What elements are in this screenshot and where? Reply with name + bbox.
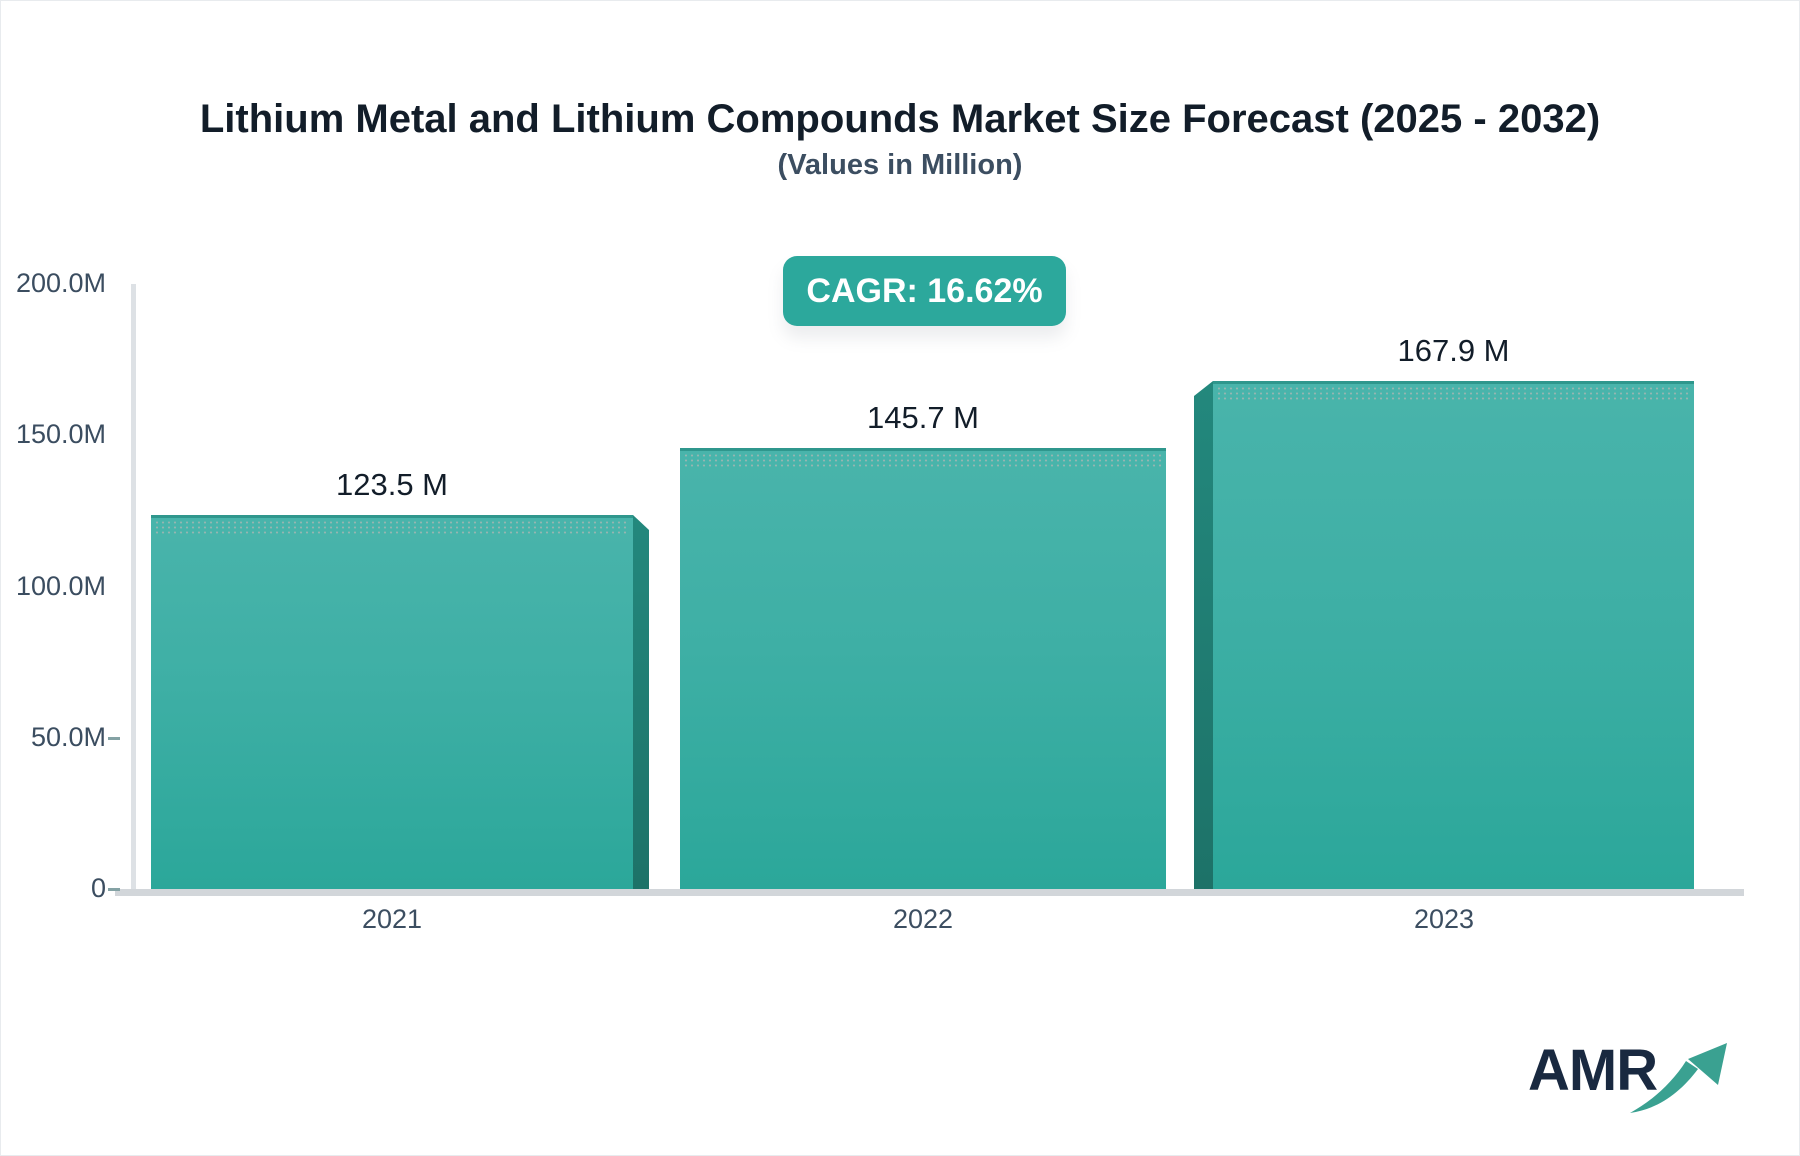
amr-logo-text: AMR [1528,1038,1658,1103]
chart-subtitle: (Values in Million) [777,149,1023,181]
y-tick-label-200m: 200.0M [15,268,106,298]
bar-2022 [680,448,1166,889]
bar-2021-side-face [633,515,649,889]
bar-2021-value-label: 123.5 M [335,467,448,502]
x-tick-label-2021: 2021 [361,904,423,934]
y-axis-line [131,284,136,896]
cagr-badge: CAGR: 16.62% [783,256,1066,326]
chart-title: Lithium Metal and Lithium Compounds Mark… [199,97,1601,141]
x-axis-line [115,889,1744,896]
y-tick-label-100m: 100.0M [15,571,106,601]
bar-2022-value-label: 145.7 M [866,400,979,435]
bar-2023 [1213,381,1694,889]
cagr-badge-label: CAGR: 16.62% [806,271,1043,310]
y-tick-dash [108,737,120,740]
y-tick-dash [108,888,120,891]
x-tick-label-2022: 2022 [892,904,954,934]
bar-2023-side-face [1194,381,1213,889]
amr-logo: AMR [1528,1029,1727,1119]
y-tick-label-0: 0 [90,873,106,903]
bar-2021 [151,515,633,889]
y-tick-label-150m: 150.0M [15,419,106,449]
growth-arrow-icon [1630,1043,1727,1113]
y-tick-label-50m: 50.0M [30,722,106,752]
bar-2023-value-label: 167.9 M [1397,333,1510,368]
x-tick-label-2023: 2023 [1413,904,1475,934]
